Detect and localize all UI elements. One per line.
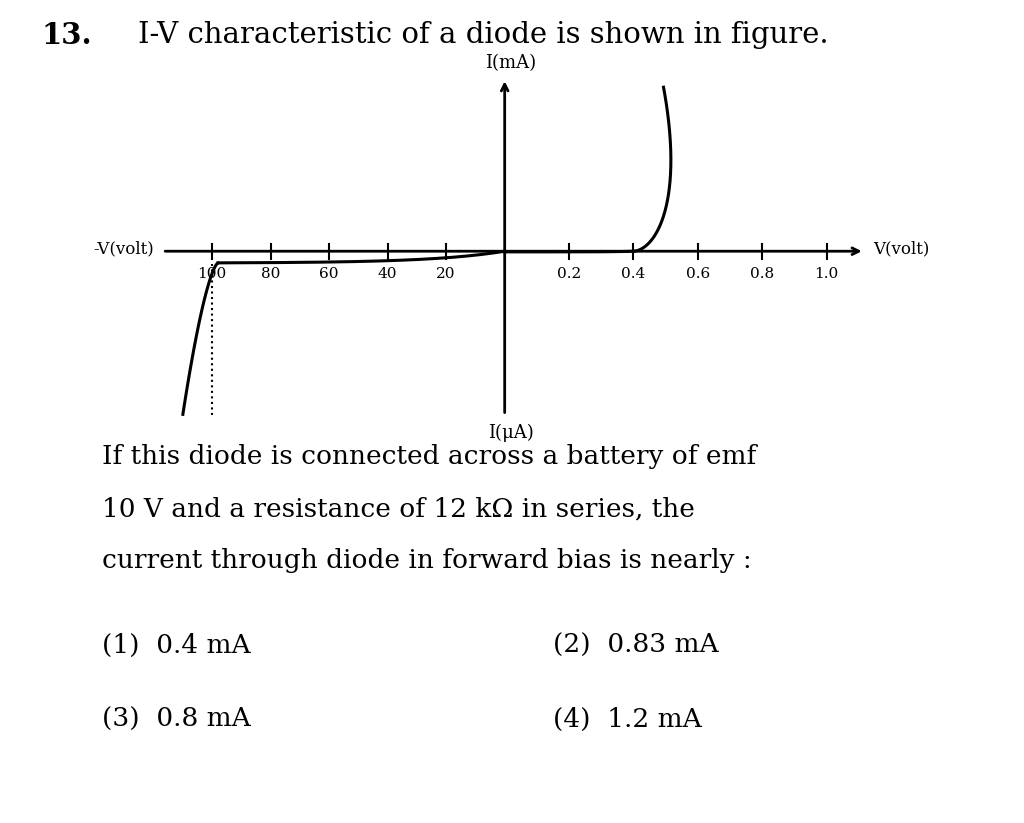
Text: 40: 40 <box>378 267 397 281</box>
Text: V(volt): V(volt) <box>873 240 930 258</box>
Text: 10 V and a resistance of 12 kΩ in series, the: 10 V and a resistance of 12 kΩ in series… <box>102 496 695 521</box>
Text: 80: 80 <box>261 267 281 281</box>
Text: I(μA): I(μA) <box>487 424 534 442</box>
Text: If this diode is connected across a battery of emf: If this diode is connected across a batt… <box>102 444 757 469</box>
Text: 0.8: 0.8 <box>751 267 774 281</box>
Text: (1)  0.4 mA: (1) 0.4 mA <box>102 633 251 658</box>
Text: 60: 60 <box>319 267 339 281</box>
Text: -V(volt): -V(volt) <box>93 240 154 258</box>
Text: I-V characteristic of a diode is shown in figure.: I-V characteristic of a diode is shown i… <box>138 21 828 49</box>
Text: 100: 100 <box>198 267 226 281</box>
Text: 1.0: 1.0 <box>814 267 839 281</box>
Text: (3)  0.8 mA: (3) 0.8 mA <box>102 707 251 732</box>
Text: I(mA): I(mA) <box>485 54 537 72</box>
Text: current through diode in forward bias is nearly :: current through diode in forward bias is… <box>102 548 753 573</box>
Text: (2)  0.83 mA: (2) 0.83 mA <box>553 633 719 658</box>
Text: 0.4: 0.4 <box>622 267 645 281</box>
Text: 0.6: 0.6 <box>686 267 710 281</box>
Text: 20: 20 <box>436 267 456 281</box>
Text: 13.: 13. <box>41 21 91 49</box>
Text: (4)  1.2 mA: (4) 1.2 mA <box>553 707 701 732</box>
Text: 0.2: 0.2 <box>557 267 582 281</box>
